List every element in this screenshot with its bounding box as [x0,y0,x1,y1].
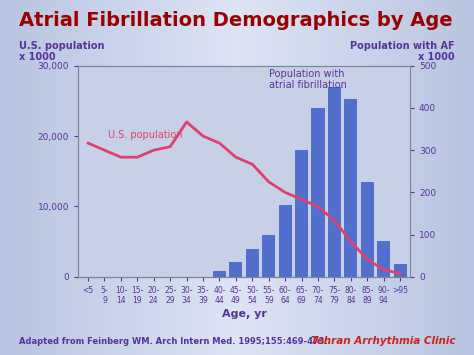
Bar [279,205,292,277]
Bar [393,264,407,277]
Text: Population with
atrial fibrillation: Population with atrial fibrillation [269,69,346,90]
Text: Tehran Arrhythmia Clinic: Tehran Arrhythmia Clinic [310,336,455,346]
Bar [213,271,226,277]
Text: x 1000: x 1000 [19,52,55,62]
Bar [328,87,341,277]
Bar [344,99,357,277]
Bar [246,250,259,277]
Bar [361,182,374,277]
Bar [377,241,390,277]
Text: U.S. population: U.S. population [19,42,104,51]
X-axis label: Age, yr: Age, yr [222,310,266,320]
Text: Adapted from Feinberg WM. Arch Intern Med. 1995;155:469-473.: Adapted from Feinberg WM. Arch Intern Me… [19,337,328,346]
Bar [229,262,243,277]
Text: U.S. population: U.S. population [108,130,182,140]
Bar [262,235,275,277]
Text: x 1000: x 1000 [419,52,455,62]
Bar [295,150,308,277]
Text: Population with AF: Population with AF [350,42,455,51]
Text: Atrial Fibrillation Demographics by Age: Atrial Fibrillation Demographics by Age [19,11,453,30]
Bar [311,108,325,277]
